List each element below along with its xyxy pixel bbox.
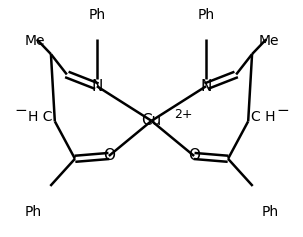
Text: 2+: 2+	[174, 108, 193, 121]
Text: N: N	[91, 79, 102, 94]
Text: Ph: Ph	[88, 9, 105, 23]
Text: Ph: Ph	[24, 205, 42, 219]
Text: −: −	[276, 103, 289, 118]
Text: O: O	[188, 148, 200, 164]
Text: O: O	[103, 148, 115, 164]
Text: C H: C H	[251, 110, 275, 124]
Text: Cu: Cu	[142, 113, 161, 128]
Text: −: −	[14, 103, 27, 118]
Text: Me: Me	[24, 34, 45, 48]
Text: Ph: Ph	[261, 205, 279, 219]
Text: Me: Me	[258, 34, 279, 48]
Text: H C: H C	[28, 110, 52, 124]
Text: N: N	[201, 79, 212, 94]
Text: Ph: Ph	[198, 9, 215, 23]
